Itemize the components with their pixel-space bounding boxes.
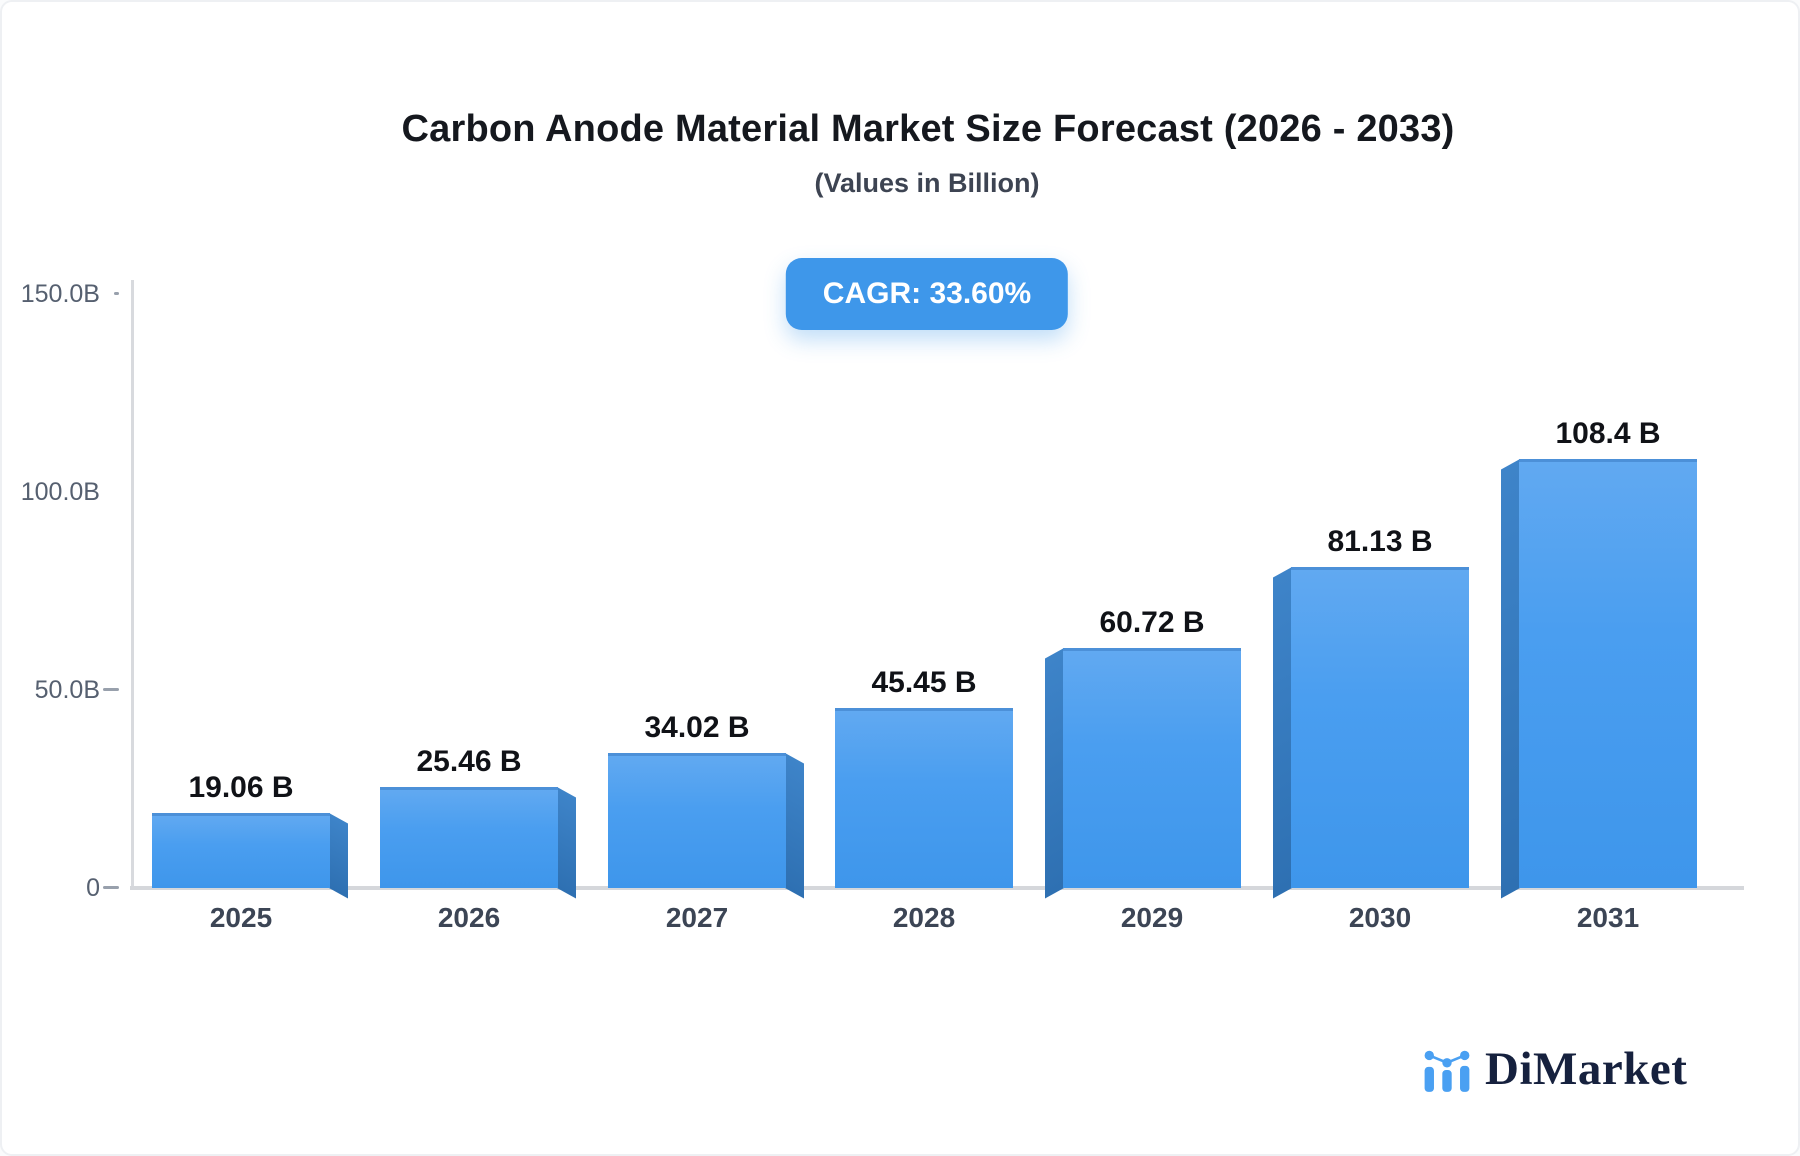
x-axis-label-2028: 2028	[892, 902, 956, 933]
bar-side-2026	[557, 787, 576, 899]
y-axis-label-0: 0	[86, 874, 100, 902]
bar-value-label-2025: 19.06 B	[188, 771, 294, 804]
bar-value-label-2028: 45.45 B	[871, 666, 977, 699]
bar-value-label-2026: 25.46 B	[416, 745, 522, 778]
cagr-badge: CAGR: 33.60%	[785, 258, 1069, 330]
bar-value-label-2027: 34.02 B	[644, 711, 750, 744]
x-axis-label-2025: 2025	[209, 902, 273, 933]
x-axis-label-2031: 2031	[1576, 902, 1640, 933]
x-axis-label-2027: 2027	[665, 902, 729, 933]
bar-value-label-2030: 81.13 B	[1327, 525, 1433, 558]
chart-subtitle: (Values in Billion)	[814, 168, 1040, 198]
x-axis-label-2029: 2029	[1120, 902, 1184, 933]
y-axis-tick-50.0B	[103, 688, 119, 691]
bar-side-2027	[785, 753, 804, 899]
bar-value-label-2029: 60.72 B	[1099, 606, 1205, 639]
bar-side-2030	[1273, 567, 1292, 899]
y-axis-label-150.0B: 150.0B	[20, 280, 100, 308]
bar-2025	[152, 813, 330, 888]
bar-2030	[1291, 567, 1469, 888]
chart-title: Carbon Anode Material Market Size Foreca…	[401, 108, 1455, 150]
y-axis-line	[131, 280, 134, 888]
bar-value-label-2031: 108.4 B	[1555, 417, 1661, 450]
x-axis-line	[130, 886, 1744, 890]
cagr-badge-label: CAGR: 33.60%	[822, 277, 1032, 310]
y-axis-tick-150.0B	[114, 292, 119, 295]
dimarket-logo-text: DiMarket	[1485, 1043, 1688, 1095]
dimarket-logo-icon	[1424, 1050, 1470, 1092]
bar-2026	[380, 787, 558, 888]
y-axis-label-100.0B: 100.0B	[20, 478, 100, 506]
dimarket-logo: DiMarket	[1422, 1042, 1687, 1096]
bar-side-2031	[1501, 459, 1520, 899]
x-axis-label-2026: 2026	[437, 902, 501, 933]
x-axis-label-2030: 2030	[1348, 902, 1412, 933]
bar-side-2025	[329, 813, 348, 899]
y-axis-tick-0	[103, 886, 119, 889]
bar-2028	[835, 708, 1013, 888]
bar-side-2029	[1045, 648, 1064, 899]
y-axis-label-50.0B: 50.0B	[34, 676, 100, 704]
bar-2027	[608, 753, 786, 888]
bar-2029	[1063, 648, 1241, 888]
bar-2031	[1519, 459, 1697, 888]
